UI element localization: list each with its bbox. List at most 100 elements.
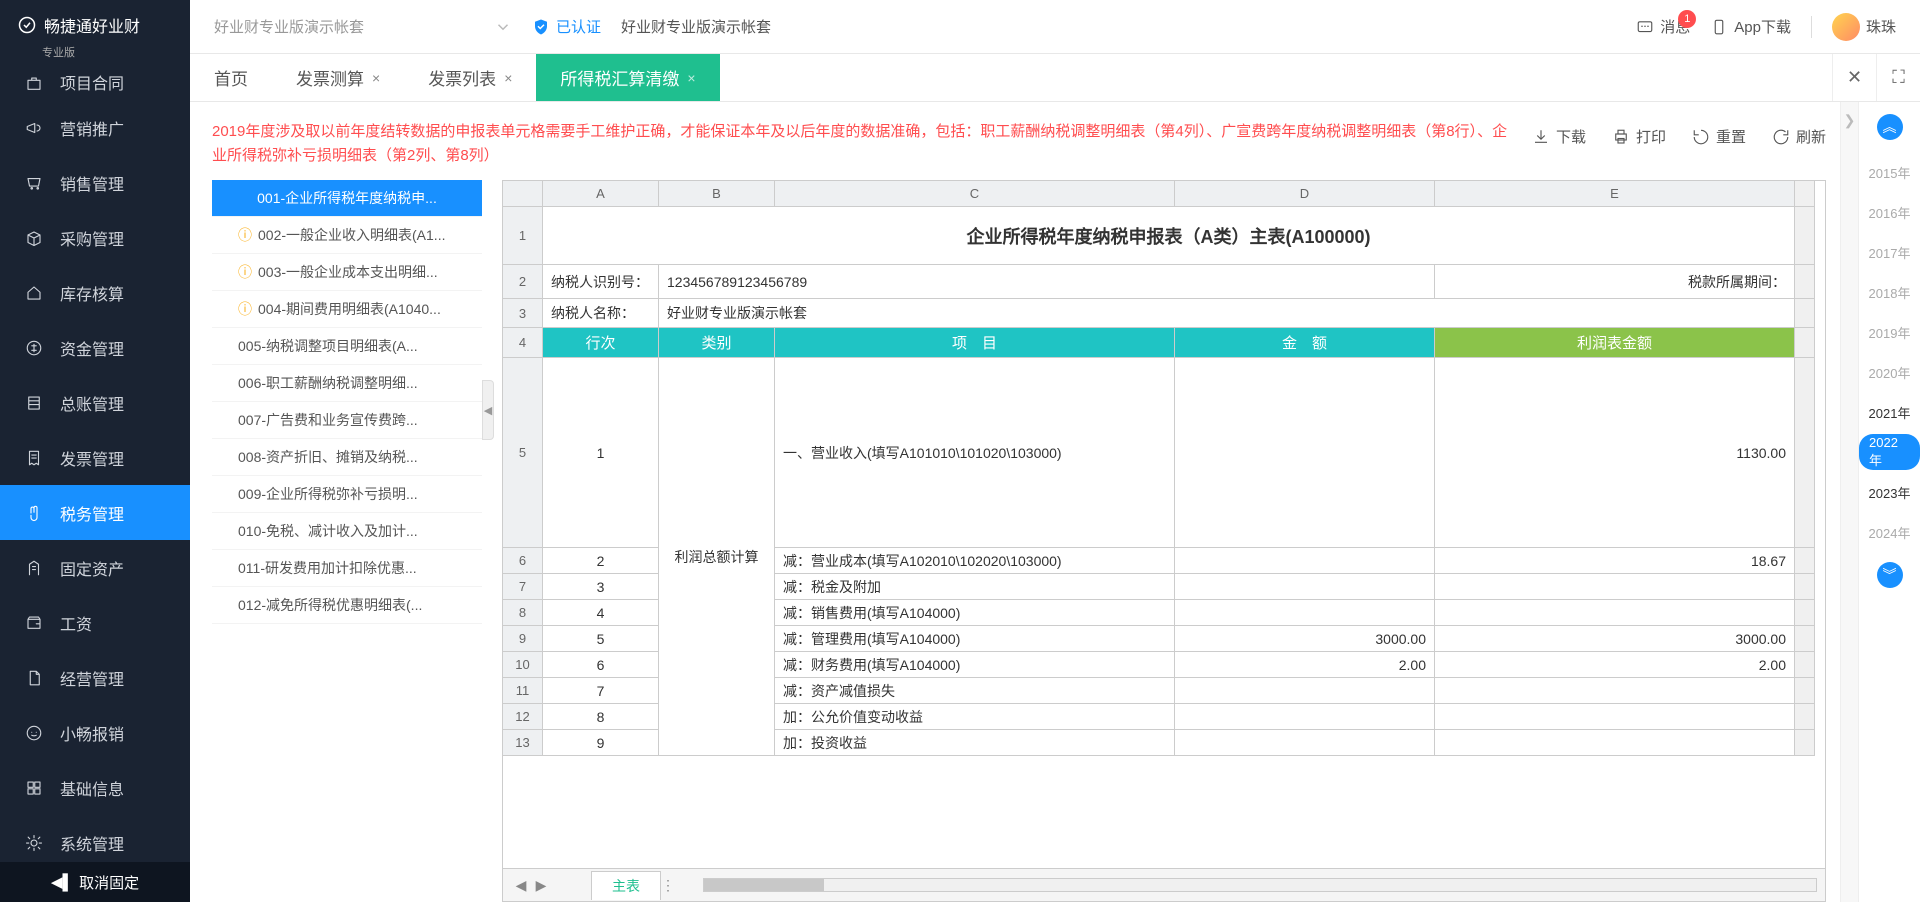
cell[interactable] <box>1175 574 1435 600</box>
cell[interactable]: 3 <box>503 299 543 328</box>
nav-item-wallet[interactable]: 工资 <box>0 595 190 650</box>
sheet-nav-first[interactable]: ◀ <box>511 877 531 894</box>
cell[interactable] <box>1435 574 1795 600</box>
year-2018年[interactable]: 2018年 <box>1869 274 1911 310</box>
cell[interactable] <box>1435 704 1795 730</box>
tree-item[interactable]: ⓘ002-一般企业收入明细表(A1... <box>212 217 482 254</box>
cell[interactable]: E <box>1435 181 1795 207</box>
cell[interactable]: 一、营业收入(填写A101010\101020\103000) <box>775 358 1175 548</box>
year-2015年[interactable]: 2015年 <box>1869 154 1911 190</box>
cell[interactable]: 企业所得税年度纳税申报表（A类）主表(A100000) <box>543 207 1795 265</box>
cell[interactable] <box>1795 678 1815 704</box>
cell[interactable]: 加：公允价值变动收益 <box>775 704 1175 730</box>
sheet-nav-prev[interactable]: ▶ <box>531 877 551 894</box>
cell[interactable] <box>1795 626 1815 652</box>
cell[interactable]: D <box>1175 181 1435 207</box>
cell[interactable]: 5 <box>543 626 659 652</box>
cell[interactable]: 1130.00 <box>1435 358 1795 548</box>
tree-item[interactable]: 008-资产折旧、摊销及纳税... <box>212 439 482 476</box>
collapse-tree-button[interactable]: ◀ <box>482 380 494 440</box>
fullscreen-button[interactable]: ⛶ <box>1876 54 1920 101</box>
cell[interactable]: 2.00 <box>1175 652 1435 678</box>
print-button[interactable]: 打印 <box>1612 126 1666 147</box>
cell[interactable]: B <box>659 181 775 207</box>
nav-item-megaphone[interactable]: 营销推广 <box>0 100 190 155</box>
sheet-tab-menu[interactable]: ⋮ <box>661 877 675 894</box>
refresh-button[interactable]: 刷新 <box>1772 126 1826 147</box>
cell[interactable]: 3000.00 <box>1175 626 1435 652</box>
cell[interactable]: 减：管理费用(填写A104000) <box>775 626 1175 652</box>
cell[interactable] <box>1175 678 1435 704</box>
year-2017年[interactable]: 2017年 <box>1869 234 1911 270</box>
cell[interactable] <box>503 181 543 207</box>
cell[interactable] <box>1175 600 1435 626</box>
cell[interactable] <box>1795 652 1815 678</box>
tab-所得税汇算清缴[interactable]: 所得税汇算清缴× <box>536 54 719 101</box>
cell[interactable]: 9 <box>503 626 543 652</box>
cell[interactable] <box>1175 548 1435 574</box>
cell[interactable] <box>1435 678 1795 704</box>
nav-item-hand[interactable]: 税务管理 <box>0 485 190 540</box>
nav-item-gear[interactable]: 系统管理 <box>0 815 190 862</box>
cell[interactable]: 减：税金及附加 <box>775 574 1175 600</box>
cell[interactable]: 利润总额计算 <box>659 358 775 756</box>
tab-首页[interactable]: 首页 <box>190 54 272 101</box>
cell[interactable] <box>1175 358 1435 548</box>
tree-item[interactable]: 005-纳税调整项目明细表(A... <box>212 328 482 365</box>
close-tab-button[interactable]: ✕ <box>1832 54 1876 101</box>
year-2024年[interactable]: 2024年 <box>1869 514 1911 550</box>
cell[interactable]: 金 额 <box>1175 328 1435 358</box>
cell[interactable]: 减：资产减值损失 <box>775 678 1175 704</box>
cell[interactable] <box>1795 299 1815 328</box>
year-2019年[interactable]: 2019年 <box>1869 314 1911 350</box>
cell[interactable] <box>1795 328 1815 358</box>
nav-item-doc[interactable]: 经营管理 <box>0 650 190 705</box>
close-icon[interactable]: × <box>372 70 380 86</box>
cell[interactable] <box>1795 574 1815 600</box>
nav-item-cart[interactable]: 销售管理 <box>0 155 190 210</box>
cell[interactable]: 1 <box>543 358 659 548</box>
cell[interactable]: 8 <box>543 704 659 730</box>
nav-item-coin[interactable]: 资金管理 <box>0 320 190 375</box>
close-icon[interactable]: × <box>687 70 695 86</box>
cell[interactable]: A <box>543 181 659 207</box>
horizontal-scrollbar[interactable] <box>703 878 1817 892</box>
cell[interactable] <box>1795 704 1815 730</box>
cell[interactable]: 加：投资收益 <box>775 730 1175 756</box>
tree-item[interactable]: 006-职工薪酬纳税调整明细... <box>212 365 482 402</box>
cell[interactable]: 18.67 <box>1435 548 1795 574</box>
cell[interactable]: 7 <box>543 678 659 704</box>
cell[interactable]: 4 <box>503 328 543 358</box>
cell[interactable]: 项 目 <box>775 328 1175 358</box>
year-2023年[interactable]: 2023年 <box>1869 474 1911 510</box>
nav-item-grid[interactable]: 基础信息 <box>0 760 190 815</box>
scroll-up-button[interactable]: ︽ <box>1877 114 1903 140</box>
cell[interactable]: 好业财专业版演示帐套 <box>659 299 1795 328</box>
nav-item-box[interactable]: 采购管理 <box>0 210 190 265</box>
tab-发票列表[interactable]: 发票列表× <box>404 54 536 101</box>
account-selector[interactable]: 好业财专业版演示帐套 <box>214 16 512 37</box>
nav-item-home[interactable]: 库存核算 <box>0 265 190 320</box>
nav-item-bot[interactable]: 小畅报销 <box>0 705 190 760</box>
cell[interactable] <box>1795 548 1815 574</box>
cell[interactable]: 3 <box>543 574 659 600</box>
cell[interactable] <box>1795 358 1815 548</box>
nav-item-receipt[interactable]: 发票管理 <box>0 430 190 485</box>
tree-item[interactable]: 009-企业所得税弥补亏损明... <box>212 476 482 513</box>
cell[interactable] <box>1435 600 1795 626</box>
scroll-down-button[interactable]: ︾ <box>1877 562 1903 588</box>
tree-item[interactable]: 001-企业所得税年度纳税申... <box>212 180 482 217</box>
nav-item-briefcase[interactable]: 项目合同 <box>0 70 190 100</box>
cell[interactable]: C <box>775 181 1175 207</box>
cell[interactable]: 9 <box>543 730 659 756</box>
messages-button[interactable]: 消息 1 <box>1636 16 1690 37</box>
cell[interactable]: 类别 <box>659 328 775 358</box>
cell[interactable]: 2 <box>543 548 659 574</box>
nav-item-ledger[interactable]: 总账管理 <box>0 375 190 430</box>
cell[interactable]: 税款所属期间： <box>1435 265 1795 299</box>
close-icon[interactable]: × <box>504 70 512 86</box>
cell[interactable] <box>1175 704 1435 730</box>
reset-button[interactable]: 重置 <box>1692 126 1746 147</box>
expand-rail-button[interactable]: ❯ <box>1840 102 1858 902</box>
download-button[interactable]: 下载 <box>1532 126 1586 147</box>
